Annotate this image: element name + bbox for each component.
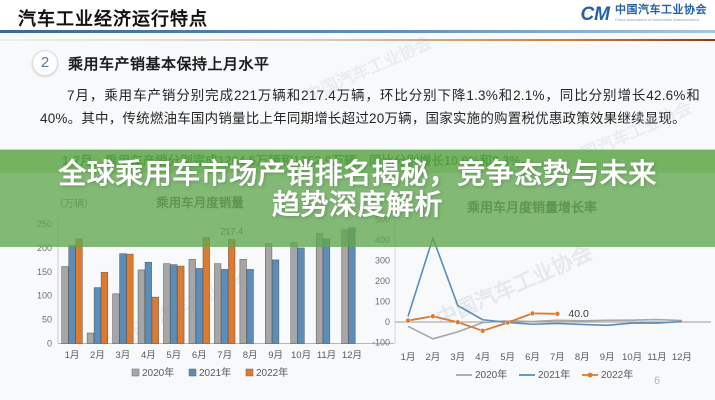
svg-text:1月: 1月 bbox=[401, 352, 416, 363]
svg-text:4月: 4月 bbox=[141, 350, 156, 361]
svg-text:2021年: 2021年 bbox=[199, 366, 231, 379]
svg-text:2月: 2月 bbox=[426, 352, 441, 363]
svg-text:300: 300 bbox=[375, 256, 390, 266]
logo-org-name: 中国汽车工业协会 bbox=[615, 4, 707, 16]
svg-text:-100: -100 bbox=[372, 338, 390, 348]
overlay-title-line1: 全球乘用车市场产销排名揭秘，竞争态势与未来 bbox=[58, 158, 657, 189]
svg-text:40.0: 40.0 bbox=[568, 308, 589, 320]
svg-text:3月: 3月 bbox=[450, 352, 465, 363]
svg-text:4月: 4月 bbox=[475, 352, 490, 363]
svg-text:5月: 5月 bbox=[500, 352, 515, 363]
svg-text:100: 100 bbox=[375, 297, 390, 307]
svg-text:12月: 12月 bbox=[672, 352, 692, 363]
svg-text:8月: 8月 bbox=[575, 352, 590, 363]
svg-text:2022年: 2022年 bbox=[256, 366, 288, 379]
svg-text:200: 200 bbox=[375, 276, 390, 286]
svg-text:150: 150 bbox=[37, 267, 52, 277]
svg-text:50: 50 bbox=[42, 315, 52, 325]
svg-text:9月: 9月 bbox=[600, 352, 615, 363]
svg-text:9月: 9月 bbox=[268, 350, 283, 361]
svg-text:5月: 5月 bbox=[166, 350, 181, 361]
svg-text:2020年: 2020年 bbox=[475, 368, 507, 381]
svg-text:7月: 7月 bbox=[217, 350, 232, 361]
section-title: 乘用车产销基本保持上月水平 bbox=[68, 55, 270, 73]
section-number-badge: 2 bbox=[32, 50, 58, 76]
svg-text:2月: 2月 bbox=[90, 350, 105, 361]
svg-text:2020年: 2020年 bbox=[142, 366, 174, 379]
page-number: 6 bbox=[654, 375, 661, 387]
overlay-title-line2: 趋势深度解析 bbox=[271, 189, 443, 220]
svg-text:6月: 6月 bbox=[525, 352, 540, 363]
svg-text:3月: 3月 bbox=[116, 350, 131, 361]
header-divider-orange bbox=[0, 39, 715, 41]
svg-text:2021年: 2021年 bbox=[538, 368, 570, 381]
svg-text:100: 100 bbox=[37, 291, 52, 301]
svg-text:12月: 12月 bbox=[342, 350, 362, 361]
page-title: 汽车工业经济运行特点 bbox=[18, 9, 208, 29]
caam-logo: CM 中国汽车工业协会 China Association of Automob… bbox=[580, 4, 707, 26]
logo-org-subname: China Association of Automobile Manufact… bbox=[615, 17, 699, 22]
caam-logo-icon: CM bbox=[580, 4, 610, 25]
svg-text:11月: 11月 bbox=[317, 350, 336, 361]
svg-text:11月: 11月 bbox=[647, 352, 666, 363]
svg-text:200: 200 bbox=[37, 243, 52, 253]
slide-header: 汽车工业经济运行特点 CM 中国汽车工业协会 China Association… bbox=[0, 0, 715, 30]
section-heading: 2 乘用车产销基本保持上月水平 bbox=[32, 50, 270, 76]
header-divider-blue bbox=[0, 30, 715, 33]
svg-text:0: 0 bbox=[385, 317, 390, 327]
svg-text:2022年: 2022年 bbox=[601, 368, 633, 381]
svg-text:0: 0 bbox=[47, 339, 52, 349]
svg-text:6月: 6月 bbox=[192, 350, 207, 361]
svg-text:8月: 8月 bbox=[243, 350, 258, 361]
svg-text:1月: 1月 bbox=[65, 350, 80, 361]
svg-text:10月: 10月 bbox=[291, 350, 311, 361]
svg-text:10月: 10月 bbox=[622, 352, 642, 363]
overlay-banner: 全球乘用车市场产销排名揭秘，竞争态势与未来 趋势深度解析 bbox=[0, 150, 715, 247]
body-paragraph: 7月，乘用车产销分别完成221万辆和217.4万辆，环比分别下降1.3%和2.1… bbox=[40, 88, 700, 126]
svg-text:7月: 7月 bbox=[550, 352, 565, 363]
